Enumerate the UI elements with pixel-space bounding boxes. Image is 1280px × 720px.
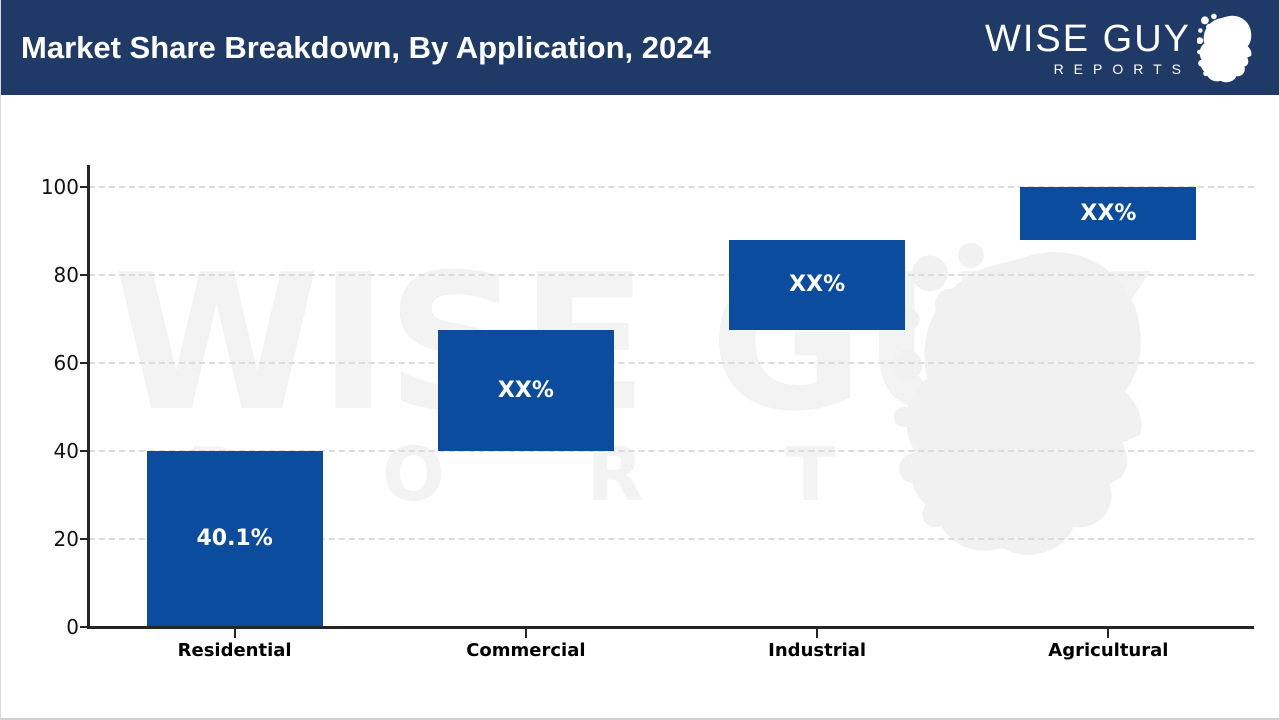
y-tick-mark [80, 186, 87, 188]
bar-value-label: XX% [497, 377, 554, 403]
x-tick-mark [233, 629, 236, 638]
gridline-80 [89, 274, 1254, 276]
x-tick-mark [524, 629, 527, 638]
gridline-20 [89, 538, 1254, 540]
bar-value-label: 40.1% [196, 526, 273, 552]
x-tick-mark [1107, 629, 1110, 638]
gridline-100 [89, 186, 1254, 188]
bar-value-label: XX% [789, 272, 846, 298]
x-tick-mark [816, 629, 819, 638]
y-tick-label: 20 [53, 527, 79, 551]
x-axis-spine [87, 626, 1254, 629]
bar-industrial: XX% [729, 239, 906, 330]
wiseguy-logo: WISE GUY REPORTS [985, 10, 1259, 86]
y-tick-label: 40 [53, 439, 79, 463]
x-category-label: Industrial [768, 640, 867, 661]
header-bar: Market Share Breakdown, By Application, … [1, 0, 1279, 95]
x-category-label: Commercial [466, 640, 586, 661]
x-category-label: Residential [177, 640, 292, 661]
y-tick-mark [80, 274, 87, 276]
chart-title: Market Share Breakdown, By Application, … [21, 29, 711, 65]
logo-text: WISE GUY REPORTS [985, 20, 1191, 76]
y-axis-spine [87, 165, 90, 629]
y-tick-mark [80, 450, 87, 452]
y-tick-label: 0 [66, 615, 79, 639]
bar-commercial: XX% [437, 330, 614, 451]
x-category-label: Agricultural [1048, 640, 1169, 661]
logo-wordmark: WISE GUY [984, 17, 1191, 60]
gridline-40 [89, 450, 1254, 452]
y-tick-label: 60 [53, 351, 79, 375]
y-tick-label: 100 [40, 175, 79, 199]
bar-value-label: XX% [1080, 200, 1137, 226]
bar-agricultural: XX% [1020, 187, 1197, 240]
logo-subtitle: REPORTS [1053, 60, 1191, 77]
bar-residential: 40.1% [146, 450, 323, 627]
y-tick-mark [80, 538, 87, 540]
y-tick-mark [80, 626, 87, 628]
gridline-60 [89, 362, 1254, 364]
y-tick-label: 80 [53, 263, 79, 287]
y-tick-mark [80, 362, 87, 364]
